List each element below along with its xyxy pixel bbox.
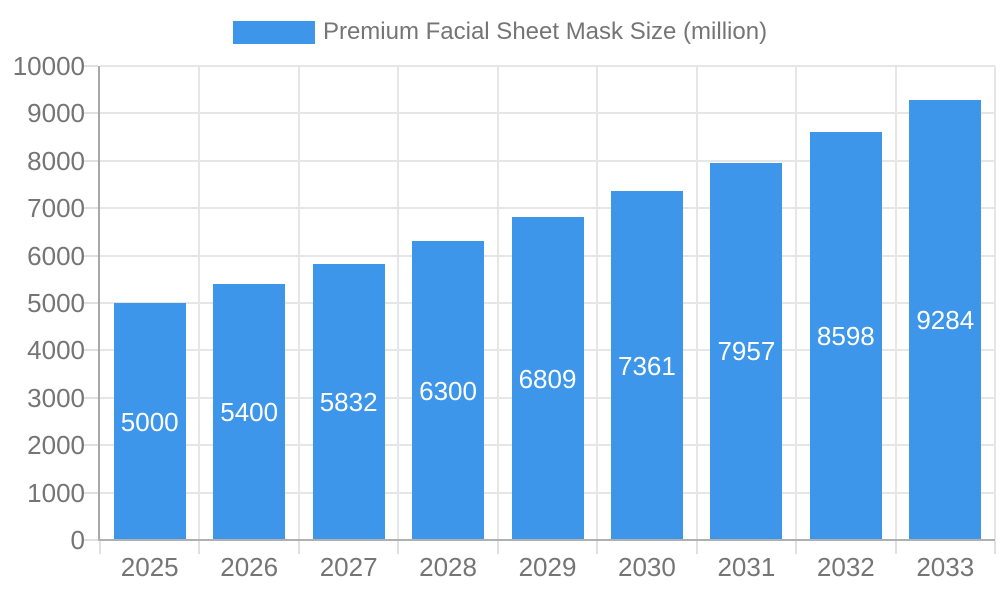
x-axis-tick-6 [695,541,698,554]
gridline-v-6 [695,66,698,540]
y-axis-line [98,66,100,540]
bar-value-2033: 9284 [916,304,975,335]
legend-swatch [232,20,315,44]
y-axis-label-2000: 2000 [27,430,85,461]
gridline-v-8 [894,66,897,540]
gridline-v-9 [994,66,996,540]
gridline-v-1 [198,66,201,540]
gridline-v-4 [496,66,499,540]
y-axis-label-6000: 6000 [27,240,85,271]
x-axis-label-2028: 2028 [419,552,477,582]
y-axis-tick-2000 [84,444,98,447]
x-axis-label-2027: 2027 [319,552,378,582]
bar-2031[interactable] [710,162,783,540]
x-axis-label-2030: 2030 [618,552,676,582]
y-axis-label-9000: 9000 [27,98,85,129]
bar-2027[interactable] [312,263,385,540]
y-axis-tick-3000 [84,396,98,399]
y-axis-label-7000: 7000 [27,193,85,224]
gridline-v-2 [297,66,300,540]
bar-value-2026: 5400 [220,397,279,428]
x-axis-tick-3 [397,541,400,554]
bar-value-2028: 6300 [419,375,477,406]
legend: Premium Facial Sheet Mask Size (million) [0,18,1000,45]
x-axis-tick-5 [596,541,599,554]
y-axis-label-1000: 1000 [27,477,85,508]
x-axis-tick-1 [198,541,201,554]
y-axis-label-3000: 3000 [27,382,85,413]
gridline-h-8000 [100,159,995,162]
y-axis-label-0: 0 [70,525,85,555]
bar-value-2031: 7957 [717,336,776,367]
x-axis-tick-8 [894,541,897,554]
bar-2029[interactable] [511,217,584,540]
y-axis-tick-10000 [84,65,98,67]
gridline-h-7000 [100,207,995,210]
bar-value-2030: 7361 [618,350,676,381]
y-axis-tick-1000 [84,491,98,494]
y-axis-tick-5000 [84,302,98,304]
x-axis-tick-2 [297,541,300,554]
gridline-v-7 [795,66,798,540]
x-axis-tick-0 [99,541,101,554]
y-axis-label-10000: 10000 [12,51,85,81]
x-axis-label-2026: 2026 [220,552,279,582]
bar-2028[interactable] [412,241,485,540]
bar-value-2032: 8598 [816,321,875,352]
bar-2030[interactable] [610,191,683,540]
y-axis-label-4000: 4000 [27,335,85,366]
gridline-h-10000 [100,65,995,67]
bar-2025[interactable] [113,303,186,540]
bar-value-2025: 5000 [120,406,179,437]
bar-2032[interactable] [809,132,882,540]
x-axis-tick-9 [994,541,996,554]
gridline-v-3 [397,66,400,540]
x-axis-line [98,539,995,541]
y-axis-tick-7000 [84,207,98,210]
gridline-v-5 [596,66,599,540]
bar-value-2029: 6809 [518,363,577,394]
bar-2033[interactable] [909,99,982,540]
y-axis-label-8000: 8000 [27,145,85,176]
bar-2026[interactable] [213,284,286,540]
y-axis-tick-9000 [84,112,98,115]
bar-value-2027: 5832 [319,386,378,417]
x-axis-label-2031: 2031 [717,552,776,582]
y-axis-tick-4000 [84,349,98,352]
y-axis-tick-6000 [84,254,98,257]
gridline-h-9000 [100,112,995,115]
legend-label: Premium Facial Sheet Mask Size (million) [322,18,768,45]
x-axis-label-2029: 2029 [518,552,577,582]
y-axis-label-5000: 5000 [27,288,85,318]
x-axis-tick-4 [496,541,499,554]
y-axis-tick-8000 [84,159,98,162]
y-axis-tick-0 [84,539,98,541]
x-axis-label-2033: 2033 [916,552,975,582]
x-axis-label-2025: 2025 [120,552,179,582]
x-axis-label-2032: 2032 [816,552,875,582]
x-axis-tick-7 [795,541,798,554]
